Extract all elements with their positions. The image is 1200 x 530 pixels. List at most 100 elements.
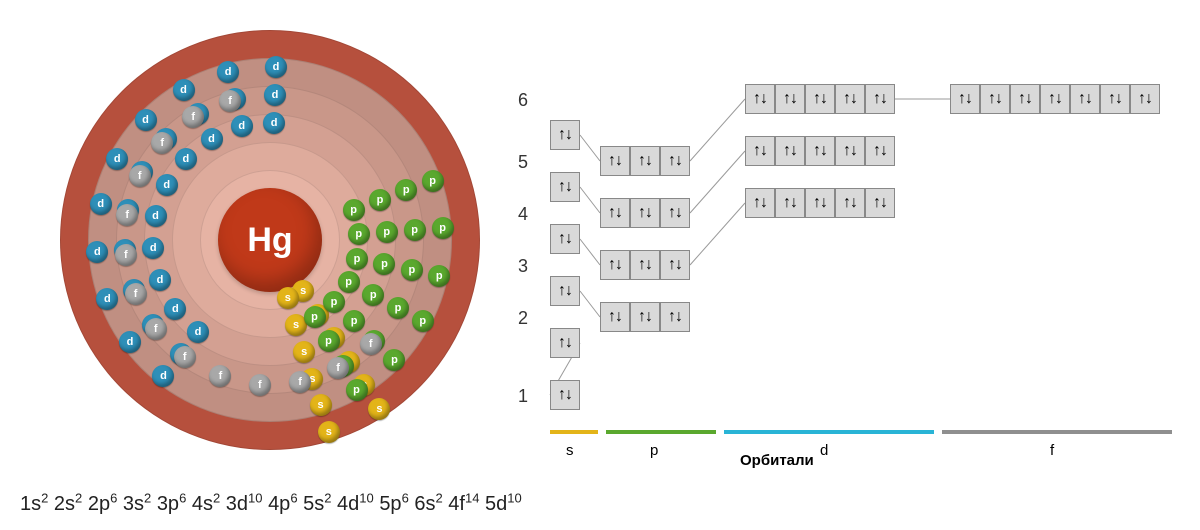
electron-d: d xyxy=(156,174,178,196)
spin-pair-icon: ↑↓ xyxy=(783,90,797,108)
electron-d: d xyxy=(175,148,197,170)
spin-pair-icon: ↑↓ xyxy=(873,194,887,212)
electron-d: d xyxy=(96,288,118,310)
spin-pair-icon: ↑↓ xyxy=(843,142,857,160)
electron-d: d xyxy=(231,115,253,137)
electron-f: f xyxy=(116,204,138,226)
axis-label-s: s xyxy=(566,442,574,459)
nucleus: Hg xyxy=(218,188,322,292)
orbital-box-6d: ↑↓ xyxy=(805,84,835,114)
electron-p: p xyxy=(422,170,444,192)
orbital-box-4d: ↑↓ xyxy=(805,188,835,218)
electron-p: p xyxy=(428,265,450,287)
spin-pair-icon: ↑↓ xyxy=(1048,90,1062,108)
electron-p: p xyxy=(401,259,423,281)
level-label-1: 1 xyxy=(518,386,528,407)
config-term: 5d10 xyxy=(485,493,522,515)
electron-d: d xyxy=(106,148,128,170)
orbital-box-4d: ↑↓ xyxy=(745,188,775,218)
orbital-box-4p: ↑↓ xyxy=(630,198,660,228)
spin-pair-icon: ↑↓ xyxy=(843,194,857,212)
config-term: 3d10 xyxy=(226,493,263,515)
spin-pair-icon: ↑↓ xyxy=(558,230,572,248)
spin-pair-icon: ↑↓ xyxy=(988,90,1002,108)
level-label-4: 4 xyxy=(518,204,528,225)
orbital-box-5d: ↑↓ xyxy=(805,136,835,166)
config-term: 2p6 xyxy=(88,493,117,515)
electron-s: s xyxy=(368,398,390,420)
spin-pair-icon: ↑↓ xyxy=(638,204,652,222)
config-term: 2s2 xyxy=(54,493,82,515)
spin-pair-icon: ↑↓ xyxy=(608,256,622,274)
spin-pair-icon: ↑↓ xyxy=(813,194,827,212)
electron-p: p xyxy=(346,379,368,401)
spin-pair-icon: ↑↓ xyxy=(668,308,682,326)
level-label-5: 5 xyxy=(518,152,528,173)
axis-bar-s xyxy=(550,430,598,434)
spin-pair-icon: ↑↓ xyxy=(958,90,972,108)
electron-d: d xyxy=(152,365,174,387)
spin-pair-icon: ↑↓ xyxy=(813,142,827,160)
electron-p: p xyxy=(383,349,405,371)
orbital-box-6f: ↑↓ xyxy=(1130,84,1160,114)
spin-pair-icon: ↑↓ xyxy=(608,204,622,222)
orbital-box-6f: ↑↓ xyxy=(980,84,1010,114)
electron-p: p xyxy=(348,223,370,245)
config-term: 3s2 xyxy=(123,493,151,515)
spin-pair-icon: ↑↓ xyxy=(558,334,572,352)
electron-s: s xyxy=(318,421,340,443)
config-term: 1s2 xyxy=(20,493,48,515)
axis-bar-p xyxy=(606,430,716,434)
electron-d: d xyxy=(149,269,171,291)
electron-d: d xyxy=(187,321,209,343)
orbital-box-5p: ↑↓ xyxy=(600,146,630,176)
orbital-box-3p: ↑↓ xyxy=(630,250,660,280)
orbital-box-4d: ↑↓ xyxy=(865,188,895,218)
orbital-box-6s: ↑↓ xyxy=(550,120,580,150)
spin-pair-icon: ↑↓ xyxy=(1108,90,1122,108)
orbital-box-5d: ↑↓ xyxy=(745,136,775,166)
orbital-box-4p: ↑↓ xyxy=(660,198,690,228)
orbital-box-6f: ↑↓ xyxy=(1070,84,1100,114)
electron-d: d xyxy=(217,61,239,83)
orbital-diagram: 123456↑↓↑↓↑↓↑↓↑↓↑↓↑↓↑↓↑↓↑↓↑↓↑↓↑↓↑↓↑↓↑↓↑↓… xyxy=(510,50,1190,480)
orbital-box-5d: ↑↓ xyxy=(775,136,805,166)
orbital-box-4d: ↑↓ xyxy=(775,188,805,218)
electron-f: f xyxy=(289,371,311,393)
spin-pair-icon: ↑↓ xyxy=(753,194,767,212)
electron-p: p xyxy=(346,248,368,270)
electron-d: d xyxy=(145,205,167,227)
electron-p: p xyxy=(412,310,434,332)
config-term: 5s2 xyxy=(303,493,331,515)
axis-bar-d xyxy=(724,430,934,434)
electron-d: d xyxy=(264,84,286,106)
electron-p: p xyxy=(387,297,409,319)
orbital-box-3p: ↑↓ xyxy=(660,250,690,280)
config-term: 3p6 xyxy=(157,493,186,515)
spin-pair-icon: ↑↓ xyxy=(608,152,622,170)
spin-pair-icon: ↑↓ xyxy=(843,90,857,108)
orbital-box-3s: ↑↓ xyxy=(550,276,580,306)
electron-p: p xyxy=(323,291,345,313)
spin-pair-icon: ↑↓ xyxy=(668,152,682,170)
orbital-box-4s: ↑↓ xyxy=(550,224,580,254)
config-term: 4p6 xyxy=(268,493,297,515)
spin-pair-icon: ↑↓ xyxy=(558,126,572,144)
spin-pair-icon: ↑↓ xyxy=(873,142,887,160)
orbital-box-2p: ↑↓ xyxy=(600,302,630,332)
axis-label-d: d xyxy=(820,442,828,459)
axis-label-p: p xyxy=(650,442,658,459)
atom-shell-diagram: Hgssssppppppssppppppddddddddddssppppppdd… xyxy=(60,30,480,450)
spin-pair-icon: ↑↓ xyxy=(638,308,652,326)
electron-d: d xyxy=(119,331,141,353)
electron-f: f xyxy=(219,90,241,112)
electron-p: p xyxy=(373,253,395,275)
electron-s: s xyxy=(293,341,315,363)
orbital-box-6f: ↑↓ xyxy=(1040,84,1070,114)
spin-pair-icon: ↑↓ xyxy=(638,256,652,274)
electron-p: p xyxy=(395,179,417,201)
electron-d: d xyxy=(142,237,164,259)
orbital-box-6d: ↑↓ xyxy=(775,84,805,114)
electron-f: f xyxy=(125,283,147,305)
electron-f: f xyxy=(327,357,349,379)
